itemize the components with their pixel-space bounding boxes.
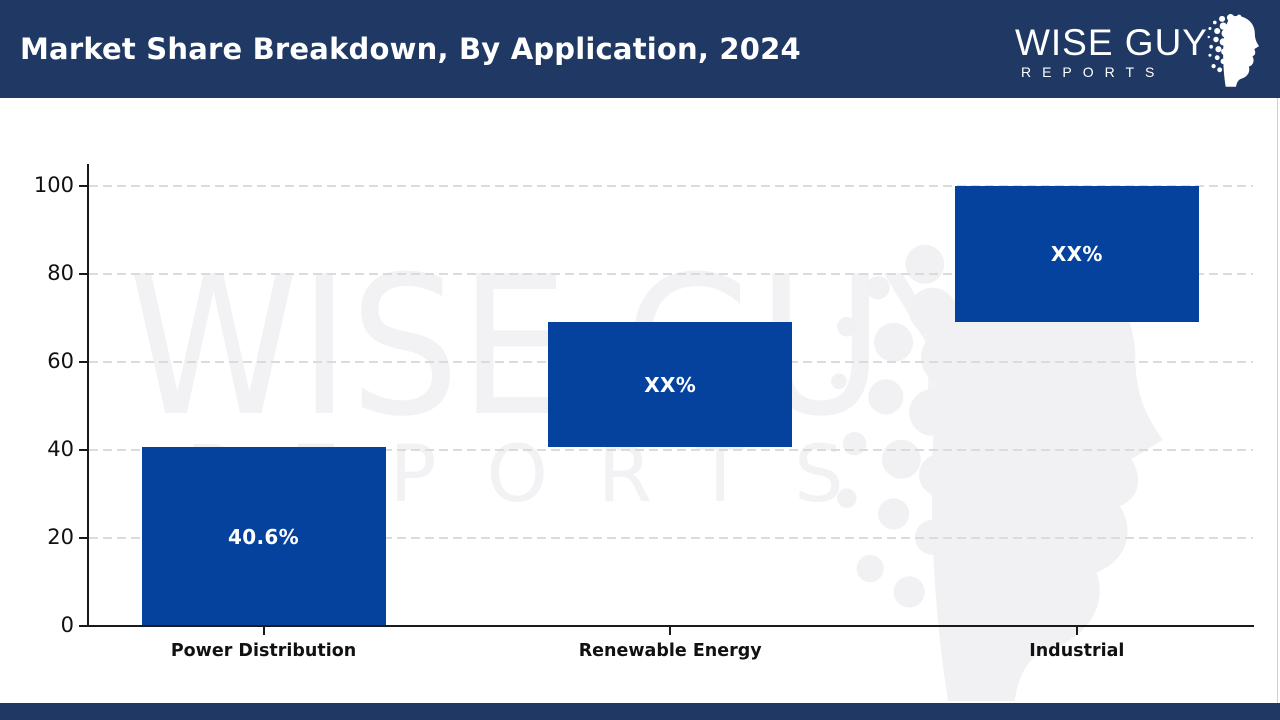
y-tick-mark-20 xyxy=(79,537,87,539)
y-tick-label-60: 60 xyxy=(47,349,74,373)
y-tick-label-100: 100 xyxy=(33,173,74,197)
x-tick-mark-0 xyxy=(262,627,265,635)
logo-brand-name: WISE GUY xyxy=(1014,21,1208,63)
gridline-y-100 xyxy=(89,185,1253,187)
y-tick-label-80: 80 xyxy=(47,261,74,285)
logo-reports-label: REPORTS xyxy=(1020,63,1166,80)
gridline-y-40 xyxy=(89,449,1253,451)
category-label-1: Renewable Energy xyxy=(578,641,762,661)
y-tick-label-20: 20 xyxy=(47,525,74,549)
bar-value-label: XX% xyxy=(1050,242,1103,267)
bar-segment-0: 40.6% xyxy=(141,447,386,626)
x-axis-line xyxy=(87,625,1254,627)
gridline-y-20 xyxy=(89,537,1253,539)
logo-text-block: WISE GUY REPORTS xyxy=(1015,24,1208,79)
y-tick-mark-60 xyxy=(79,361,87,363)
y-tick-label-40: 40 xyxy=(47,437,74,461)
footer-bar xyxy=(0,703,1280,720)
gridline-y-80 xyxy=(89,273,1253,275)
chart-title: Market Share Breakdown, By Application, … xyxy=(20,32,801,66)
bar-value-label: XX% xyxy=(644,372,697,397)
y-tick-mark-100 xyxy=(79,185,87,187)
y-tick-mark-80 xyxy=(79,273,87,275)
category-label-0: Power Distribution xyxy=(170,641,357,661)
wise-guy-reports-logo: WISE GUY REPORTS xyxy=(1015,14,1264,88)
bar-segment-1: XX% xyxy=(548,322,793,448)
y-tick-mark-0 xyxy=(79,625,87,627)
plot-right-border xyxy=(1277,98,1278,703)
category-label-2: Industrial xyxy=(1029,641,1125,661)
bar-segment-2: XX% xyxy=(954,186,1199,323)
y-tick-mark-40 xyxy=(79,449,87,451)
bar-value-label: 40.6% xyxy=(228,524,299,549)
header-bar: Market Share Breakdown, By Application, … xyxy=(0,0,1280,98)
y-axis-line xyxy=(87,164,89,627)
face-profile-dots-icon xyxy=(1207,14,1260,87)
y-tick-label-0: 0 xyxy=(60,613,74,637)
x-tick-mark-2 xyxy=(1075,627,1078,635)
x-tick-mark-1 xyxy=(669,627,672,635)
